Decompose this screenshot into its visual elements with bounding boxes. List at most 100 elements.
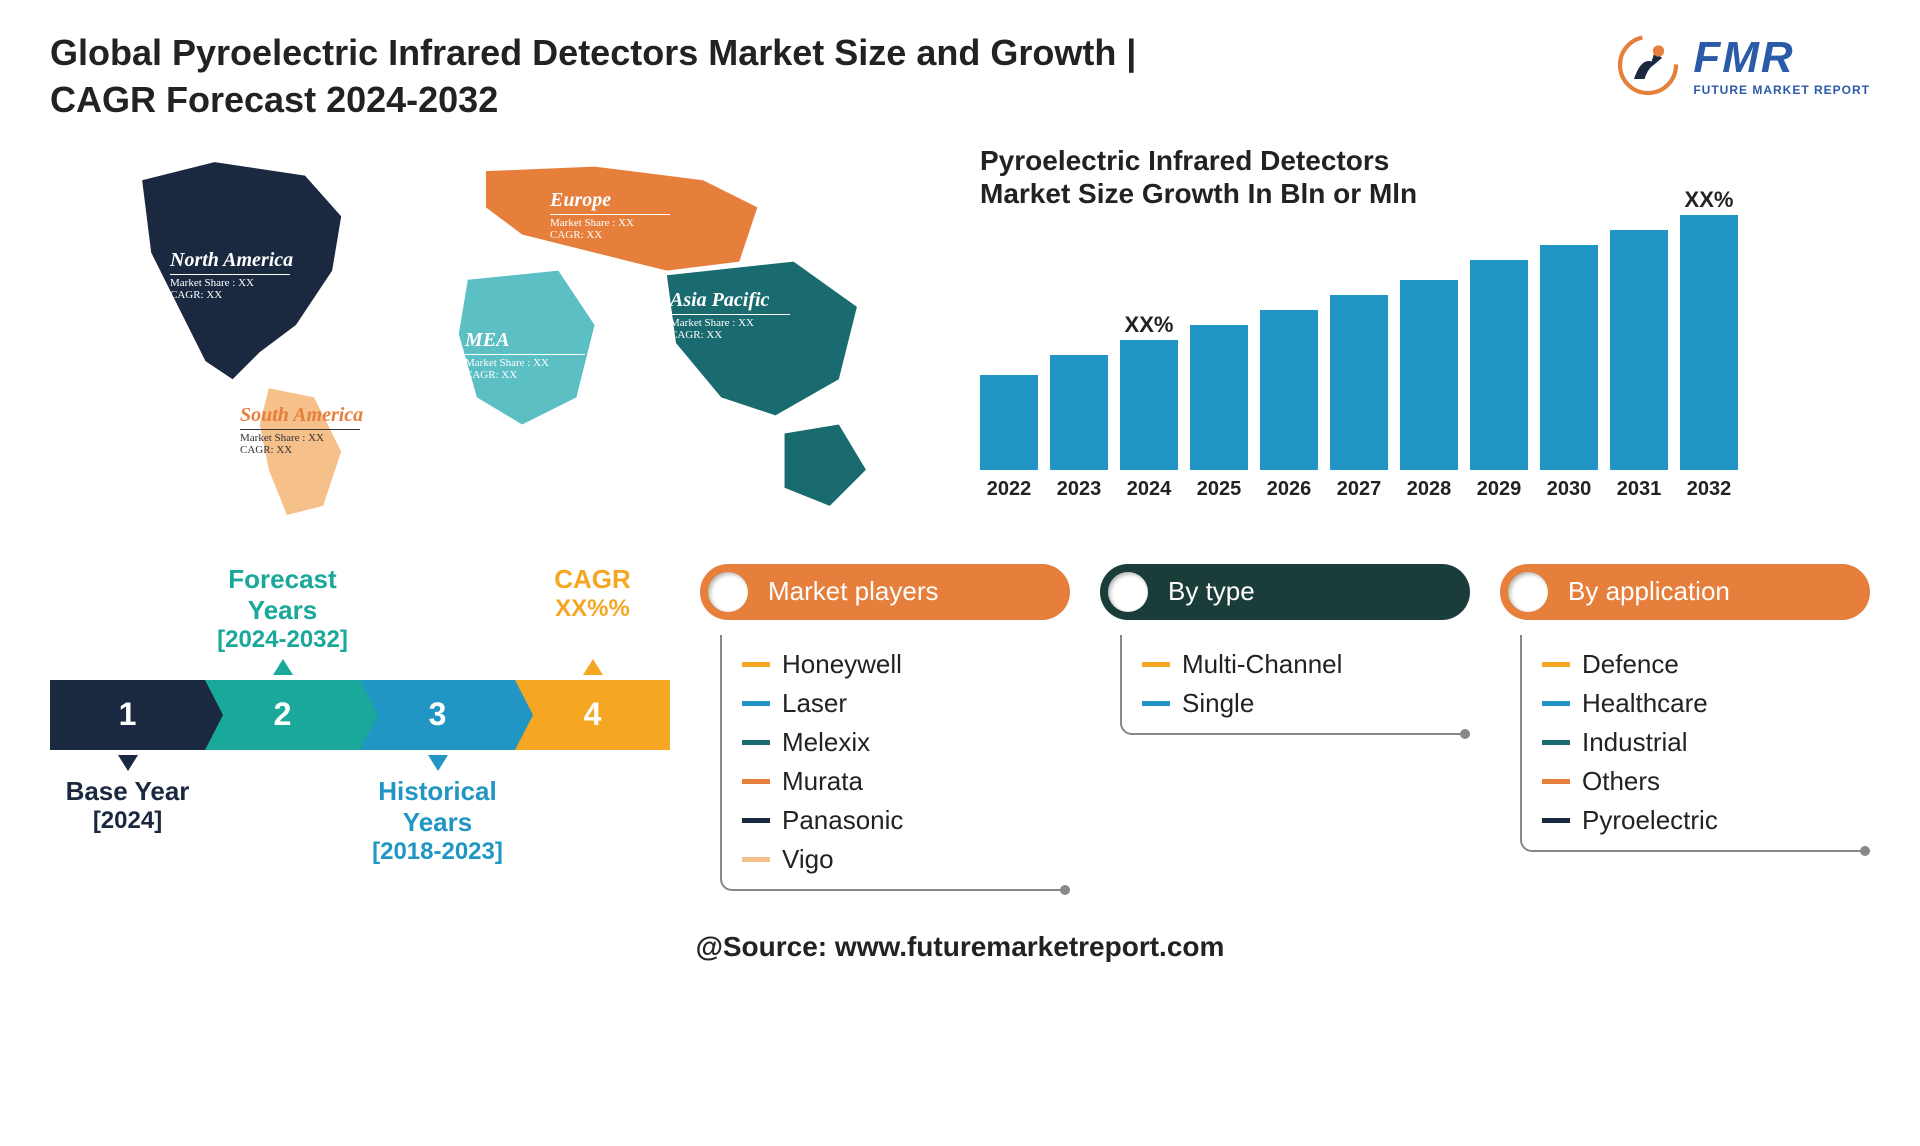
category-header: Market players xyxy=(700,564,1070,620)
category-item: Others xyxy=(1542,762,1870,801)
chart-bar xyxy=(1120,340,1178,470)
category-title: By application xyxy=(1568,576,1730,607)
logo: FMR FUTURE MARKET REPORT xyxy=(1613,30,1870,100)
chart-bar xyxy=(1680,215,1738,470)
chart-bar xyxy=(1610,230,1668,470)
region-south-america: South America Market Share : XX CAGR: XX xyxy=(240,404,363,456)
item-label: Defence xyxy=(1582,649,1679,680)
item-label: Industrial xyxy=(1582,727,1688,758)
logo-fmr-text: FMR xyxy=(1693,33,1870,83)
category-list: Honeywell Laser Melexix Murata Panasonic Vigo xyxy=(720,635,1070,891)
chart-bar xyxy=(1260,310,1318,470)
item-dash-icon xyxy=(742,818,770,823)
region-name: MEA xyxy=(465,329,585,352)
page-title: Global Pyroelectric Infrared Detectors M… xyxy=(50,30,1250,124)
bar-wrapper: 2022 xyxy=(980,375,1038,501)
item-label: Honeywell xyxy=(782,649,902,680)
item-dash-icon xyxy=(1142,701,1170,706)
region-europe: Europe Market Share : XX CAGR: XX xyxy=(550,189,670,241)
forecast-range: [2024-2032] xyxy=(217,626,348,654)
bar-wrapper: 2029 xyxy=(1470,260,1528,501)
category-column: By application Defence Healthcare Industria… xyxy=(1500,564,1870,891)
region-asia-pacific: Asia Pacific Market Share : XX CAGR: XX xyxy=(670,289,790,341)
historical-label: Historical Years xyxy=(360,776,515,838)
forecast-label: Forecast Years xyxy=(205,564,360,626)
bar-chart: 20222023XX%20242025202620272028202920302… xyxy=(980,221,1870,501)
category-item: Industrial xyxy=(1542,723,1870,762)
category-header: By type xyxy=(1100,564,1470,620)
header: Global Pyroelectric Infrared Detectors M… xyxy=(50,30,1870,124)
bar-wrapper: 2031 xyxy=(1610,230,1668,501)
timeline-segment-2: 2 xyxy=(205,680,360,750)
item-dash-icon xyxy=(742,779,770,784)
growth-chart: Pyroelectric Infrared Detectors Market S… xyxy=(980,144,1870,524)
category-column: Market players Honeywell Laser Melexix Murat… xyxy=(700,564,1070,891)
region-share: Market Share : XX xyxy=(240,432,363,444)
item-dash-icon xyxy=(742,662,770,667)
bar-wrapper: 2030 xyxy=(1540,245,1598,501)
region-name: South America xyxy=(240,404,363,427)
region-cagr: CAGR: XX xyxy=(465,369,585,381)
category-list: Multi-ChannelSingle xyxy=(1120,635,1470,735)
category-title: Market players xyxy=(768,576,939,607)
source-footer: @Source: www.futuremarketreport.com xyxy=(50,931,1870,963)
chart-bar xyxy=(1050,355,1108,470)
category-item: Pyroelectric xyxy=(1542,801,1870,840)
bar-annotation: XX% xyxy=(1125,312,1174,338)
category-item: Panasonic xyxy=(742,801,1070,840)
item-dash-icon xyxy=(742,701,770,706)
category-item: Vigo xyxy=(742,840,1070,879)
bar-year-label: 2031 xyxy=(1617,478,1662,501)
timeline-segment-1: 1 xyxy=(50,680,205,750)
bar-year-label: 2023 xyxy=(1057,478,1102,501)
logo-sub-text: FUTURE MARKET REPORT xyxy=(1693,83,1870,97)
chart-bar xyxy=(1470,260,1528,470)
bottom-row: Forecast Years [2024-2032] CAGR XX%% 1 2… xyxy=(50,564,1870,891)
item-label: Laser xyxy=(782,688,847,719)
category-list: Defence Healthcare Industrial Others Pyroele… xyxy=(1520,635,1870,852)
cagr-value: XX%% xyxy=(555,595,630,623)
item-label: Single xyxy=(1182,688,1254,719)
item-label: Pyroelectric xyxy=(1582,805,1718,836)
bar-year-label: 2024 xyxy=(1127,478,1172,501)
timeline: Forecast Years [2024-2032] CAGR XX%% 1 2… xyxy=(50,564,670,891)
item-dash-icon xyxy=(742,740,770,745)
bar-year-label: 2032 xyxy=(1687,478,1732,501)
bar-year-label: 2026 xyxy=(1267,478,1312,501)
timeline-bar: 1 2 3 4 xyxy=(50,680,670,750)
item-dash-icon xyxy=(1142,662,1170,667)
chart-bar xyxy=(1330,295,1388,470)
item-dash-icon xyxy=(742,857,770,862)
item-label: Vigo xyxy=(782,844,834,875)
bar-year-label: 2025 xyxy=(1197,478,1242,501)
chart-bar xyxy=(980,375,1038,470)
category-column: By type Multi-ChannelSingle xyxy=(1100,564,1470,891)
category-item: Healthcare xyxy=(1542,684,1870,723)
bar-wrapper: 2026 xyxy=(1260,310,1318,501)
item-dash-icon xyxy=(1542,662,1570,667)
region-share: Market Share : XX xyxy=(550,217,670,229)
region-share: Market Share : XX xyxy=(465,357,585,369)
item-dash-icon xyxy=(1542,818,1570,823)
region-name: Europe xyxy=(550,189,670,212)
timeline-segment-4: 4 xyxy=(515,680,670,750)
category-title: By type xyxy=(1168,576,1255,607)
item-label: Melexix xyxy=(782,727,870,758)
category-item: Defence xyxy=(1542,645,1870,684)
region-cagr: CAGR: XX xyxy=(670,329,790,341)
world-map: North America Market Share : XX CAGR: XX… xyxy=(50,144,940,524)
category-item: Murata xyxy=(742,762,1070,801)
region-share: Market Share : XX xyxy=(170,277,293,289)
bar-annotation: XX% xyxy=(1685,187,1734,213)
bar-year-label: 2029 xyxy=(1477,478,1522,501)
bar-wrapper: 2025 xyxy=(1190,325,1248,501)
category-item: Laser xyxy=(742,684,1070,723)
item-label: Murata xyxy=(782,766,863,797)
timeline-segment-3: 3 xyxy=(360,680,515,750)
top-row: North America Market Share : XX CAGR: XX… xyxy=(50,144,1870,524)
categories: Market players Honeywell Laser Melexix Murat… xyxy=(700,564,1870,891)
bar-year-label: 2022 xyxy=(987,478,1032,501)
chart-title: Pyroelectric Infrared Detectors Market S… xyxy=(980,144,1480,211)
item-label: Healthcare xyxy=(1582,688,1708,719)
region-name: Asia Pacific xyxy=(670,289,790,312)
